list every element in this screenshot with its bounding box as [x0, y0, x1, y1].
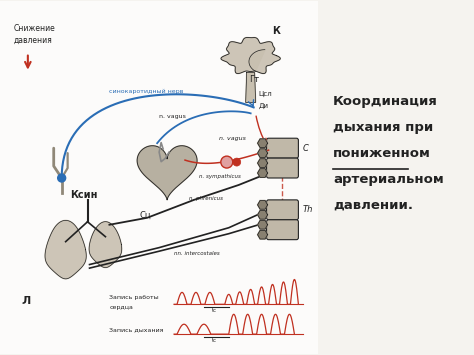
FancyBboxPatch shape — [266, 138, 299, 158]
Text: К: К — [273, 26, 281, 36]
Polygon shape — [257, 211, 267, 219]
Circle shape — [233, 158, 241, 166]
Text: Запись работы: Запись работы — [109, 295, 159, 300]
Polygon shape — [257, 201, 267, 209]
Text: сердца: сердца — [109, 305, 133, 310]
Polygon shape — [257, 169, 267, 178]
Text: Th: Th — [302, 205, 313, 214]
Text: n. sympathicus: n. sympathicus — [199, 174, 241, 179]
Circle shape — [58, 174, 65, 182]
Text: n. phrenicus: n. phrenicus — [189, 196, 223, 201]
Text: Запись дыхания: Запись дыхания — [109, 327, 164, 332]
Text: Снижение: Снижение — [14, 24, 55, 33]
Polygon shape — [257, 149, 267, 157]
Text: давлении.: давлении. — [333, 199, 413, 212]
Polygon shape — [257, 230, 267, 239]
Polygon shape — [257, 159, 267, 168]
Text: синокаротидный нерв: синокаротидный нерв — [109, 89, 184, 94]
Text: n. vagus: n. vagus — [159, 114, 186, 119]
FancyBboxPatch shape — [266, 220, 299, 240]
Text: давления: давления — [14, 36, 53, 45]
Polygon shape — [221, 38, 280, 73]
Polygon shape — [249, 50, 265, 71]
Text: nn. intercostales: nn. intercostales — [174, 251, 220, 256]
Polygon shape — [137, 146, 197, 200]
Polygon shape — [257, 139, 267, 147]
Text: tc: tc — [212, 338, 217, 343]
Bar — [0, 1, 318, 354]
Polygon shape — [257, 220, 267, 229]
Text: C: C — [302, 144, 308, 153]
Text: Гт: Гт — [249, 75, 259, 83]
Text: дыхания при: дыхания при — [333, 121, 433, 134]
Polygon shape — [246, 72, 255, 102]
FancyBboxPatch shape — [266, 158, 299, 178]
Text: Цсл: Цсл — [259, 91, 273, 97]
Polygon shape — [89, 222, 122, 268]
Text: Ди: Ди — [259, 102, 269, 109]
Circle shape — [221, 156, 233, 168]
Text: Сц: Сц — [139, 211, 151, 220]
Text: Координация: Координация — [333, 95, 438, 108]
Text: Ксин: Ксин — [70, 190, 97, 200]
FancyBboxPatch shape — [266, 200, 299, 220]
Text: пониженном: пониженном — [333, 147, 431, 160]
Text: tc: tc — [212, 308, 217, 313]
Text: n. vagus: n. vagus — [219, 136, 246, 141]
Text: Л: Л — [22, 296, 31, 306]
Text: артериальном: артериальном — [333, 173, 444, 186]
Polygon shape — [45, 220, 86, 279]
